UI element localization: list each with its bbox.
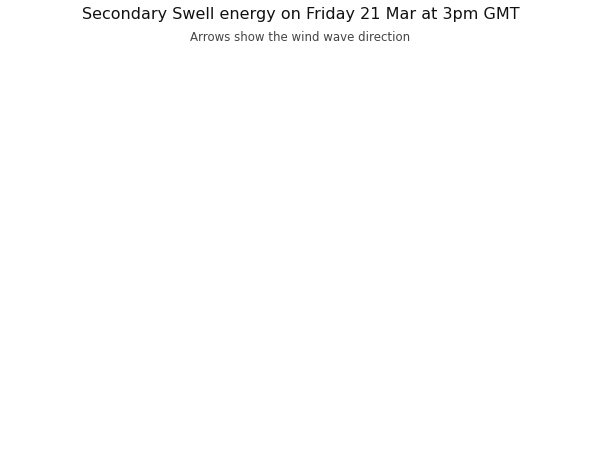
Text: Secondary Swell energy on Friday 21 Mar at 3pm GMT: Secondary Swell energy on Friday 21 Mar …	[82, 7, 519, 22]
Text: cartopy required: cartopy required	[243, 249, 358, 263]
Text: Arrows show the wind wave direction: Arrows show the wind wave direction	[191, 31, 410, 44]
